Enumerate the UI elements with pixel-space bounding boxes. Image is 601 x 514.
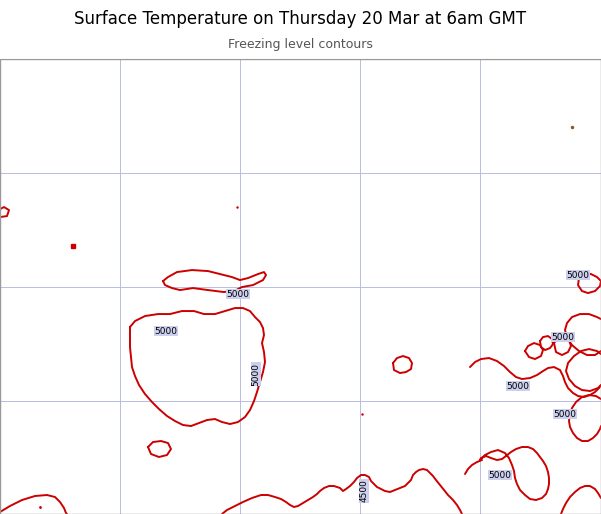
Text: 5000: 5000 [489,470,511,480]
Text: 5000: 5000 [554,410,576,418]
Text: 5000: 5000 [567,270,590,280]
Text: 5000: 5000 [552,333,575,341]
Text: 5000: 5000 [507,381,529,391]
Text: 5000: 5000 [227,289,249,299]
Text: 4500: 4500 [359,480,368,503]
Text: 5000: 5000 [251,362,260,386]
Text: 5000: 5000 [154,326,177,336]
Text: Surface Temperature on Thursday 20 Mar at 6am GMT: Surface Temperature on Thursday 20 Mar a… [75,10,526,28]
Text: Freezing level contours: Freezing level contours [228,38,373,51]
